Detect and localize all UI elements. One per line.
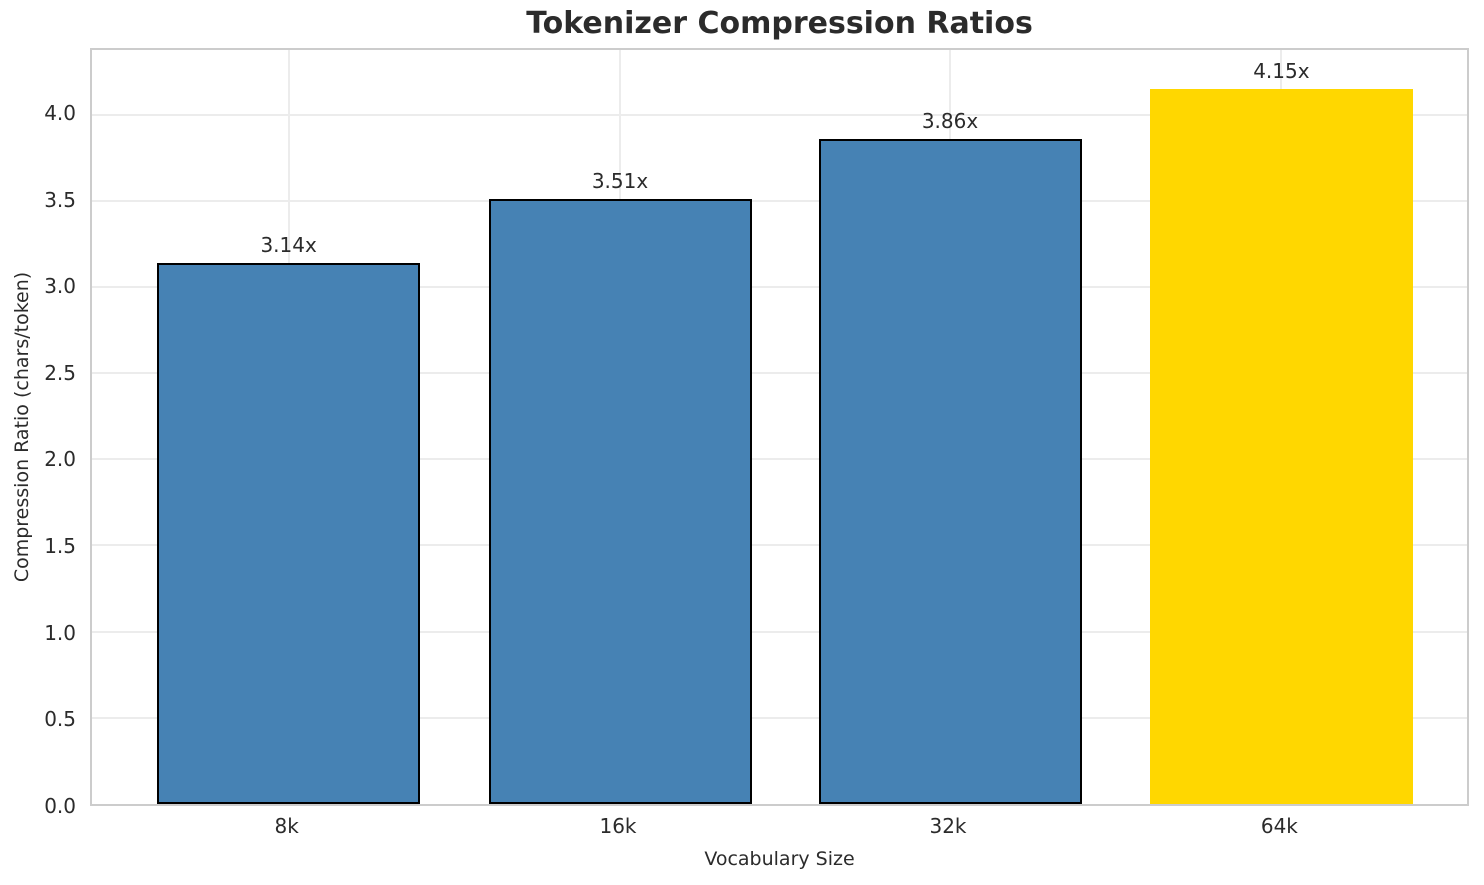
horizontal-gridline: [92, 285, 1467, 288]
x-tick-label-32k: 32k: [929, 814, 967, 838]
x-tick-label-8k: 8k: [274, 814, 299, 838]
horizontal-gridline: [92, 630, 1467, 633]
y-tick-label: 1.5: [44, 534, 76, 559]
horizontal-gridline: [92, 716, 1467, 719]
chart-title: Tokenizer Compression Ratios: [526, 6, 1033, 41]
bar-16k: [488, 199, 752, 804]
horizontal-gridline: [92, 372, 1467, 375]
horizontal-gridline: [92, 199, 1467, 202]
y-axis-label: Compression Ratio (chars/token): [11, 271, 33, 583]
horizontal-gridline: [92, 113, 1467, 116]
y-tick-label: 3.5: [44, 187, 76, 212]
bar-value-label: 3.51x: [591, 169, 649, 194]
x-tick-label-64k: 64k: [1260, 814, 1298, 838]
y-tick-label: 0.5: [44, 707, 76, 732]
bar-value-label: 3.14x: [260, 232, 317, 257]
x-tick-label-16k: 16k: [599, 814, 637, 838]
bar-64k: [1149, 88, 1413, 804]
y-tick-label: 4.0: [44, 100, 76, 125]
horizontal-gridline: [92, 458, 1467, 461]
bar-value-label: 4.15x: [1253, 58, 1310, 83]
x-axis-label: Vocabulary Size: [704, 848, 855, 870]
y-axis-tick-labels: 0.0 0.5 1.0 1.5 2.0 2.5 3.0 3.5 4.0: [0, 48, 76, 818]
plot-area: 3.14x 3.51x 3.86x 4.15x: [90, 48, 1469, 806]
bar-32k: [818, 138, 1082, 804]
horizontal-gridline: [92, 544, 1467, 547]
y-tick-label: 0.0: [44, 794, 76, 818]
bar-value-label: 3.86x: [921, 108, 979, 133]
y-tick-label: 1.0: [44, 620, 76, 645]
y-tick-label: 2.5: [44, 360, 76, 385]
y-tick-label: 2.0: [44, 447, 76, 472]
bar-8k: [157, 262, 421, 804]
y-tick-label: 3.0: [44, 274, 76, 299]
